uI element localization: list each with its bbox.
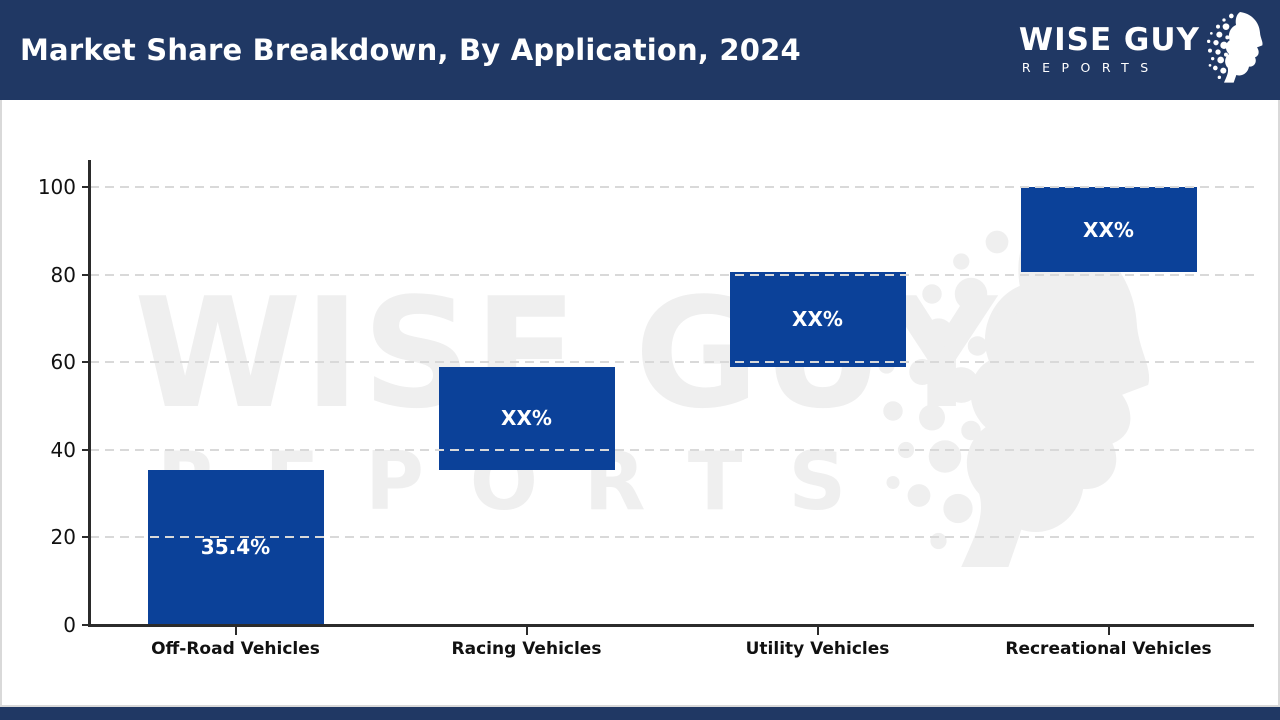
y-tick-mark — [82, 624, 89, 626]
x-tick-mark — [525, 627, 528, 635]
header-bar: Market Share Breakdown, By Application, … — [0, 0, 1280, 100]
y-tick-mark — [82, 448, 89, 451]
y-tick-label: 20 — [50, 525, 76, 550]
bar-value-label: 35.4% — [200, 535, 271, 560]
y-tick-label: 80 — [50, 262, 76, 287]
y-tick-label: 0 — [63, 613, 76, 637]
brand-name: WISE GUY — [1018, 22, 1200, 58]
brand-logo: WISE GUY REPORTS — [1019, 9, 1266, 87]
y-tick-label: 40 — [50, 437, 76, 462]
x-tick-mark — [1107, 627, 1110, 635]
footer-bar — [0, 707, 1280, 720]
bar-2 — [729, 272, 906, 367]
bar-0 — [147, 469, 324, 625]
y-tick-mark — [82, 273, 89, 276]
gridline — [90, 448, 1254, 451]
brand-face-icon — [1207, 12, 1263, 83]
bar-value-label: XX% — [501, 406, 552, 431]
brand-subname: REPORTS — [1021, 60, 1160, 75]
bar-value-label: XX% — [1083, 217, 1134, 242]
x-tick-mark — [234, 627, 237, 635]
brand-logo-text: WISE GUY REPORTS — [1019, 23, 1200, 75]
page-title: Market Share Breakdown, By Application, … — [20, 33, 801, 67]
x-category-label: Utility Vehicles — [745, 639, 890, 659]
gridline — [90, 273, 1254, 276]
x-tick-mark — [816, 627, 819, 635]
x-category-label: Recreational Vehicles — [1005, 639, 1212, 659]
y-axis-line — [88, 160, 91, 627]
y-tick-label: 60 — [50, 350, 76, 375]
bar-3 — [1020, 187, 1197, 273]
x-axis-line — [88, 624, 1254, 627]
x-category-label: Racing Vehicles — [451, 639, 602, 659]
bar-value-label: XX% — [792, 307, 843, 332]
gridline — [90, 361, 1254, 364]
gridline — [90, 536, 1254, 539]
y-tick-mark — [82, 186, 89, 188]
y-tick-mark — [82, 361, 89, 364]
y-tick-label: 100 — [37, 175, 76, 199]
x-category-label: Off-Road Vehicles — [151, 639, 320, 659]
chart-area: WISE GUY REPORTS 0 20 40 60 80 100 35.4% Off-Ro… — [0, 100, 1280, 707]
y-tick-mark — [82, 536, 89, 539]
gridline — [90, 186, 1254, 188]
bar-1 — [438, 366, 615, 470]
